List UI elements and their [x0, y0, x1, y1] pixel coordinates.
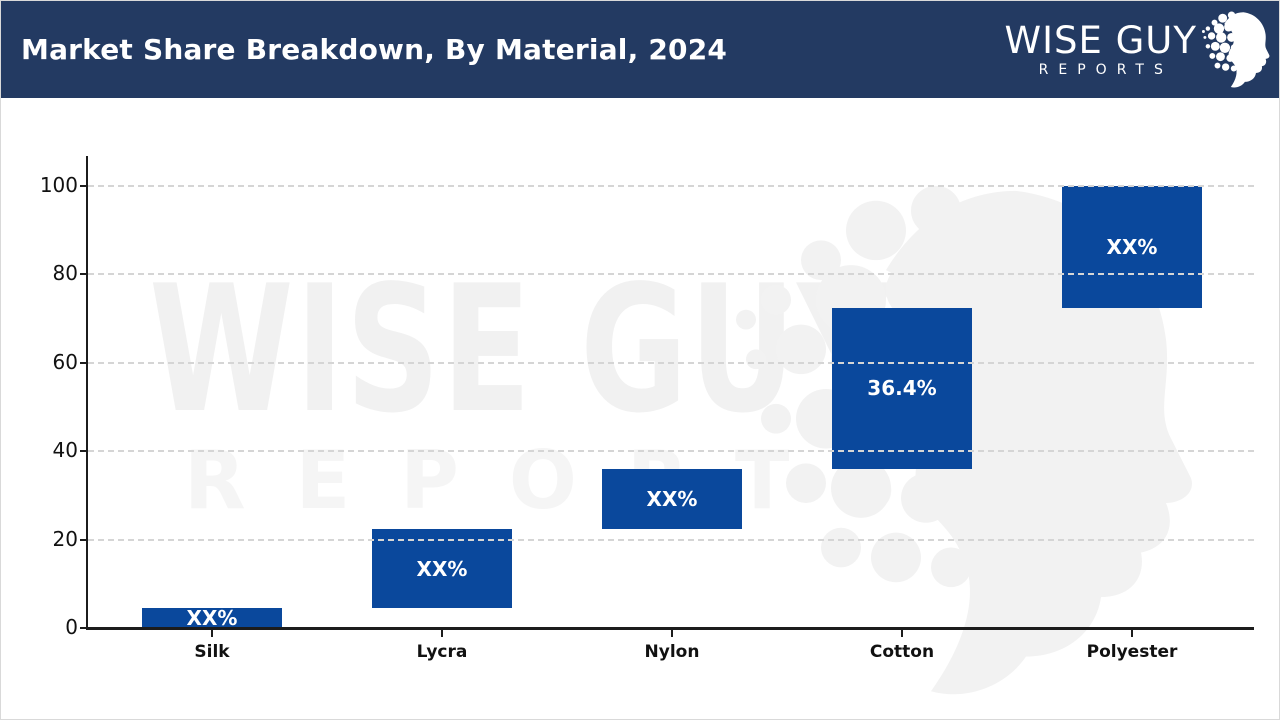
x-tick [901, 630, 903, 637]
bar-value-label: XX% [646, 486, 698, 511]
brand-logo: WISE GUY REPORTS [1005, 7, 1273, 93]
brand-logo-text: WISE GUY REPORTS [1004, 18, 1197, 79]
chart-title: Market Share Breakdown, By Material, 202… [21, 33, 728, 66]
y-tick-label: 0 [65, 615, 78, 639]
y-tick-label: 60 [52, 349, 78, 374]
y-axis-line [86, 156, 88, 629]
x-tick [1131, 630, 1133, 637]
bar-lycra: XX% [372, 528, 512, 609]
bar-value-label: XX% [416, 556, 468, 581]
y-tick [80, 185, 88, 187]
category-label: Cotton [869, 642, 935, 662]
category-label: Silk [194, 642, 230, 662]
y-tick-label: 80 [52, 261, 78, 286]
gridline [88, 538, 1254, 541]
y-tick-label: 40 [52, 438, 78, 463]
y-tick [80, 538, 88, 541]
gridline [88, 361, 1254, 364]
bar-cotton: 36.4% [832, 307, 972, 469]
bar-value-label: XX% [186, 606, 238, 631]
gridline [88, 450, 1254, 453]
brand-name: WISE GUY [1004, 18, 1197, 62]
bar-silk: XX% [142, 606, 282, 631]
y-tick [80, 273, 88, 276]
category-label: Lycra [416, 642, 468, 662]
x-tick [671, 630, 673, 637]
bar-nylon: XX% [602, 468, 742, 529]
bar-value-label: 36.4% [867, 376, 937, 401]
category-label: Polyester [1086, 642, 1178, 662]
y-tick-label: 20 [52, 526, 78, 551]
gridline [88, 185, 1254, 187]
x-axis-line [86, 627, 1254, 630]
brand-subtitle: REPORTS [1038, 62, 1173, 79]
x-tick [441, 630, 443, 637]
bar-polyester: XX% [1062, 186, 1202, 308]
bar-value-label: XX% [1106, 234, 1158, 259]
watermark-brand-subtext: REPORTS [184, 434, 948, 527]
y-tick [80, 450, 88, 453]
y-tick [80, 627, 88, 629]
y-tick-label: 100 [39, 173, 78, 197]
y-tick [80, 361, 88, 364]
gridline [88, 273, 1254, 276]
wise-guy-head-icon [1201, 11, 1270, 88]
header: Market Share Breakdown, By Material, 202… [1, 1, 1279, 98]
category-label: Nylon [644, 642, 700, 662]
x-tick [211, 630, 213, 637]
